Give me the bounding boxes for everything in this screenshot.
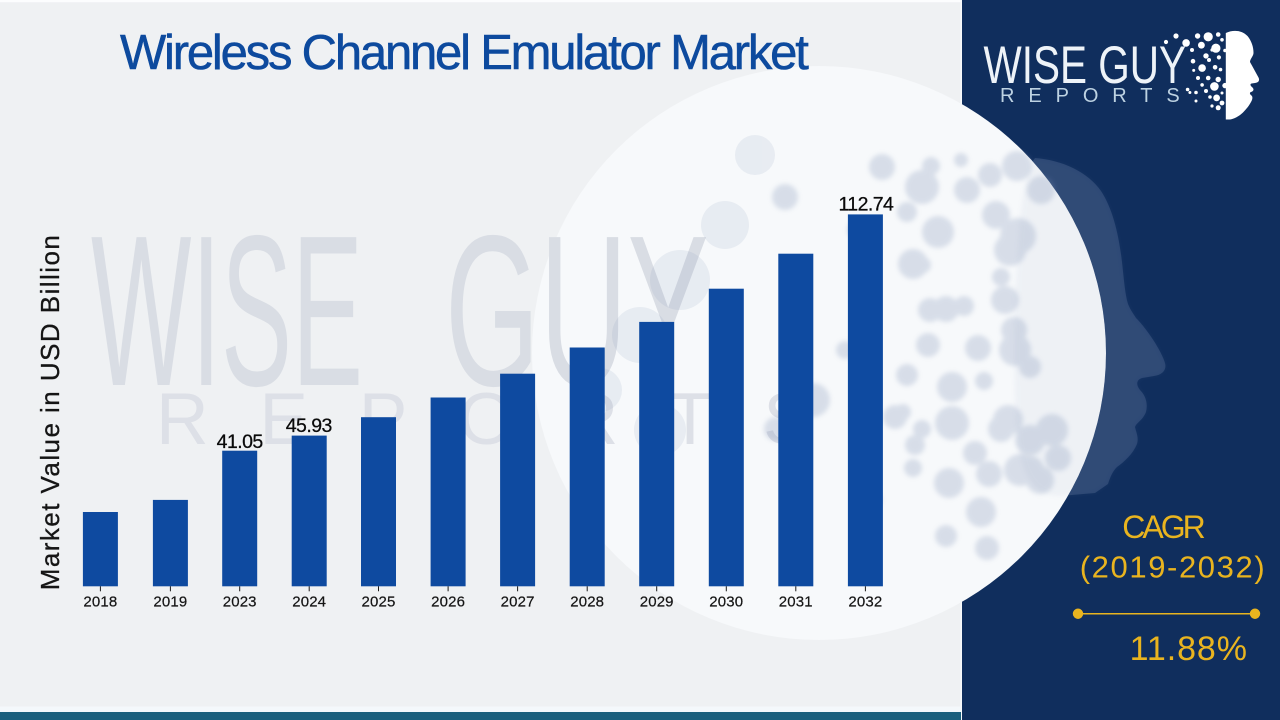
svg-text:WISE GUY: WISE GUY xyxy=(984,35,1186,95)
svg-text:2024: 2024 xyxy=(292,594,326,611)
svg-text:2031: 2031 xyxy=(779,594,813,611)
svg-text:2023: 2023 xyxy=(223,594,257,611)
svg-text:112.74: 112.74 xyxy=(838,194,894,216)
svg-text:2030: 2030 xyxy=(709,594,743,611)
svg-text:Wireless Channel Emulator Mark: Wireless Channel Emulator Market xyxy=(120,26,809,80)
svg-text:WISE: WISE xyxy=(91,190,363,431)
svg-text:Market Value in USD Billion: Market Value in USD Billion xyxy=(35,234,65,591)
svg-text:2032: 2032 xyxy=(848,594,882,611)
svg-text:2026: 2026 xyxy=(431,594,465,611)
svg-text:REPORTS: REPORTS xyxy=(156,379,862,460)
svg-text:2029: 2029 xyxy=(640,594,674,611)
svg-text:CAGR: CAGR xyxy=(1122,509,1204,545)
svg-text:11.88%: 11.88% xyxy=(1130,630,1248,668)
svg-text:41.05: 41.05 xyxy=(217,431,264,453)
svg-text:2019: 2019 xyxy=(153,594,187,611)
svg-text:(2019-2032): (2019-2032) xyxy=(1080,550,1267,585)
svg-text:2025: 2025 xyxy=(362,594,396,611)
svg-text:REPORTS: REPORTS xyxy=(1000,85,1194,107)
svg-text:2028: 2028 xyxy=(570,594,604,611)
svg-text:2027: 2027 xyxy=(501,594,535,611)
svg-text:2018: 2018 xyxy=(83,594,117,611)
svg-text:45.93: 45.93 xyxy=(286,415,332,437)
